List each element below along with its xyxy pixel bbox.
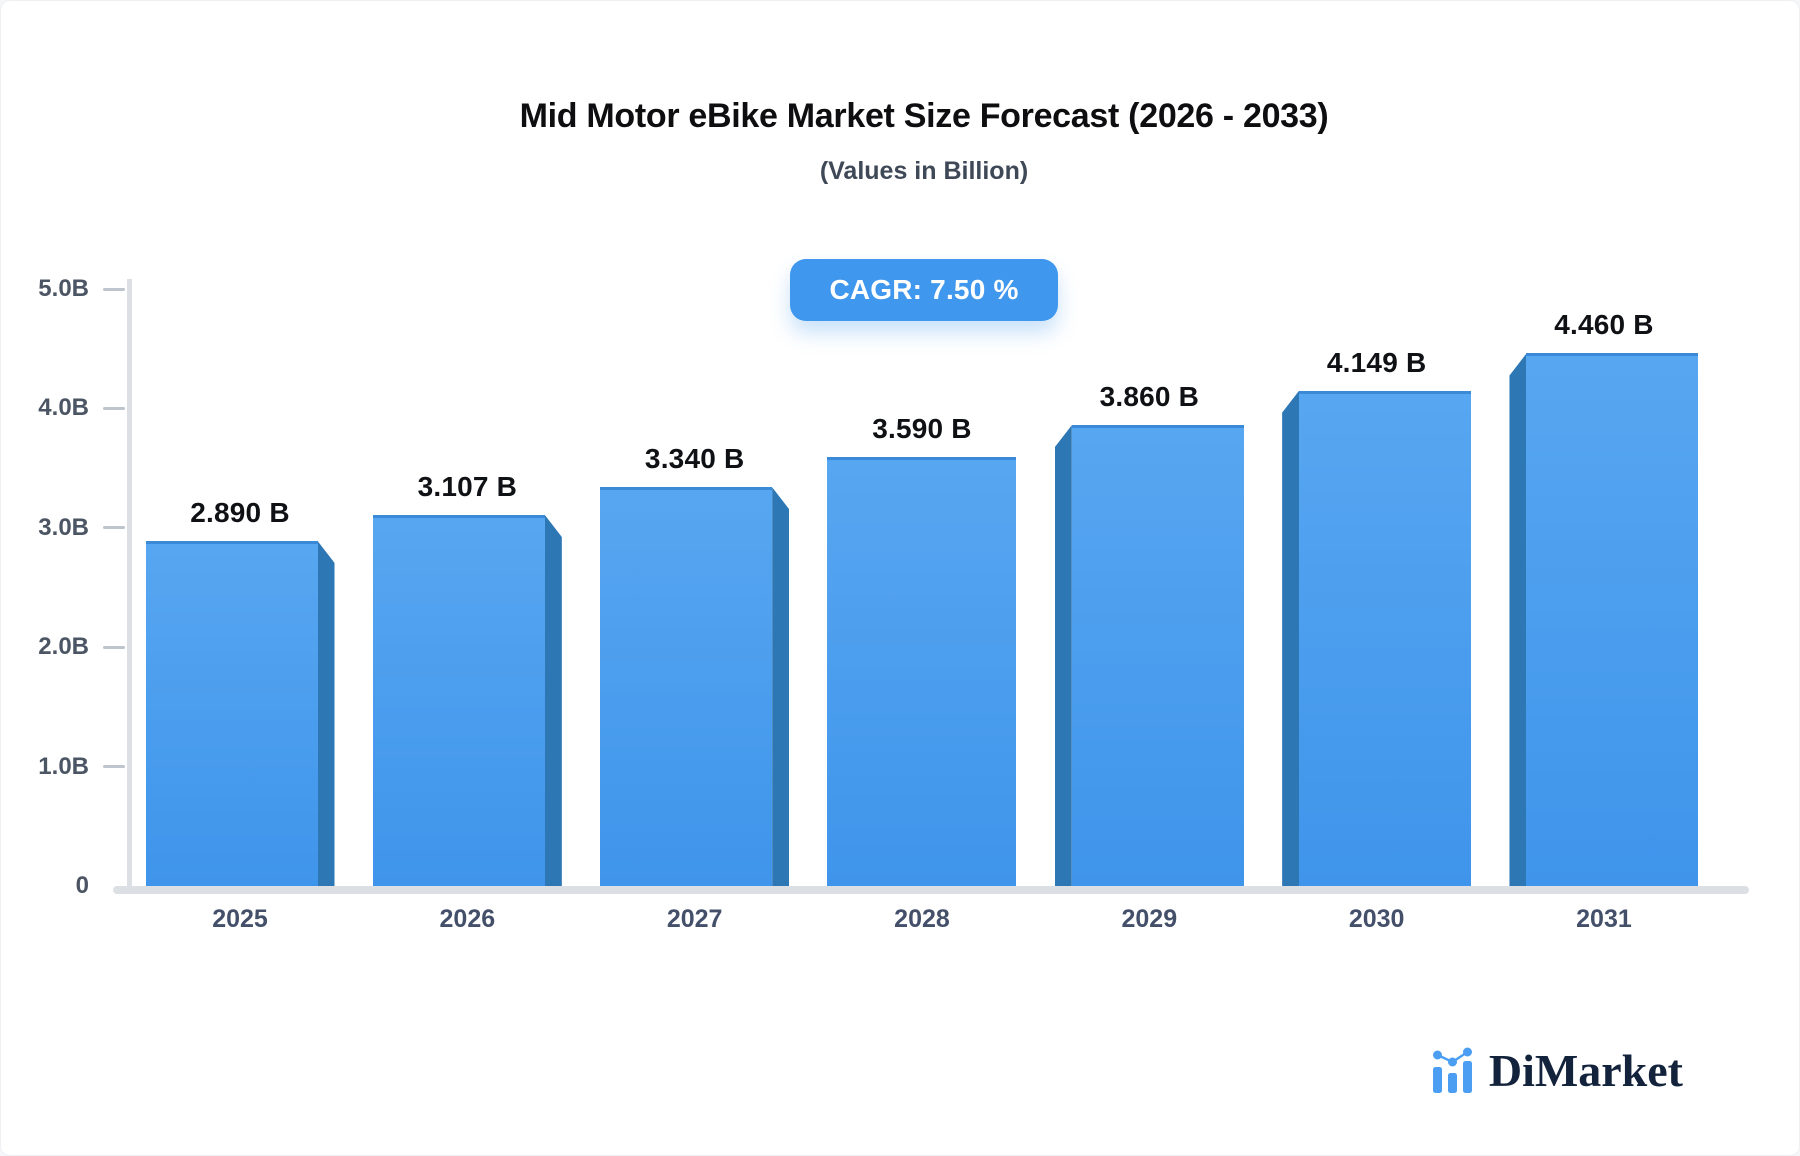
x-tick-label-2025: 2025: [212, 905, 268, 933]
bar-2027[interactable]: [600, 487, 790, 886]
y-tick-mark: [103, 765, 125, 769]
bar-2026[interactable]: [372, 515, 562, 886]
bar-face: [1071, 425, 1244, 886]
y-tick-label-1.0B: 1.0B: [38, 752, 89, 780]
bar-value-label-2029: 3.860 B: [1099, 381, 1200, 413]
bar-3d-side: [1282, 390, 1300, 886]
dimarket-logo: DiMarket: [1431, 1045, 1683, 1097]
x-tick-label-2028: 2028: [894, 905, 950, 933]
chart-subtitle: (Values in Billion): [819, 157, 1029, 185]
x-tick-label-2027: 2027: [666, 905, 723, 933]
y-tick-label-2.0B: 2.0B: [38, 633, 89, 661]
x-tick-label-2029: 2029: [1121, 905, 1178, 933]
bar-face: [1526, 353, 1699, 886]
bar-3d-side: [544, 515, 562, 886]
chart-title: Mid Motor eBike Market Size Forecast (20…: [519, 97, 1329, 135]
y-tick-mark: [103, 287, 125, 291]
bar-3d-side: [317, 540, 335, 886]
bar-2028[interactable]: [827, 457, 1017, 886]
bar-2030[interactable]: [1282, 390, 1472, 886]
bar-chart-logo-icon: [1432, 1047, 1472, 1093]
y-tick-label-4.0B: 4.0B: [38, 394, 89, 422]
x-tick-label-2026: 2026: [439, 905, 496, 933]
y-tick-mark: [103, 406, 125, 410]
bar-face: [1299, 390, 1472, 886]
x-tick-label-2031: 2031: [1576, 905, 1632, 933]
bar-value-label-2026: 3.107 B: [417, 471, 518, 503]
bar-3d-side: [1054, 425, 1072, 886]
x-tick-label-2030: 2030: [1348, 905, 1405, 933]
bar-2029[interactable]: [1054, 425, 1244, 886]
y-tick-label-0: 0: [75, 872, 89, 899]
bar-face: [372, 515, 545, 886]
bar-value-label-2031: 4.460 B: [1554, 309, 1654, 341]
bar-value-label-2025: 2.890 B: [190, 496, 290, 528]
bar-face: [145, 540, 318, 886]
cagr-badge: CAGR: 7.50 %: [790, 259, 1058, 321]
bar-2031[interactable]: [1509, 353, 1699, 886]
y-tick-mark: [103, 526, 125, 530]
bar-3d-side: [772, 487, 790, 886]
bar-2025[interactable]: [145, 540, 335, 886]
bar-value-label-2027: 3.340 B: [644, 443, 745, 475]
cagr-badge-label: CAGR: 7.50 %: [829, 274, 1019, 305]
y-axis-line: [127, 279, 132, 894]
bar-face: [827, 457, 1017, 886]
bar-3d-side: [1509, 353, 1527, 886]
y-tick-label-3.0B: 3.0B: [38, 513, 89, 541]
bar-face: [600, 487, 773, 886]
x-axis-baseline: [113, 886, 1749, 894]
y-tick-mark: [103, 645, 125, 649]
logo-text: DiMarket: [1488, 1045, 1683, 1097]
bar-value-label-2028: 3.590 B: [872, 413, 972, 445]
y-tick-label-5.0B: 5.0B: [38, 275, 89, 302]
bar-value-label-2030: 4.149 B: [1326, 346, 1427, 378]
